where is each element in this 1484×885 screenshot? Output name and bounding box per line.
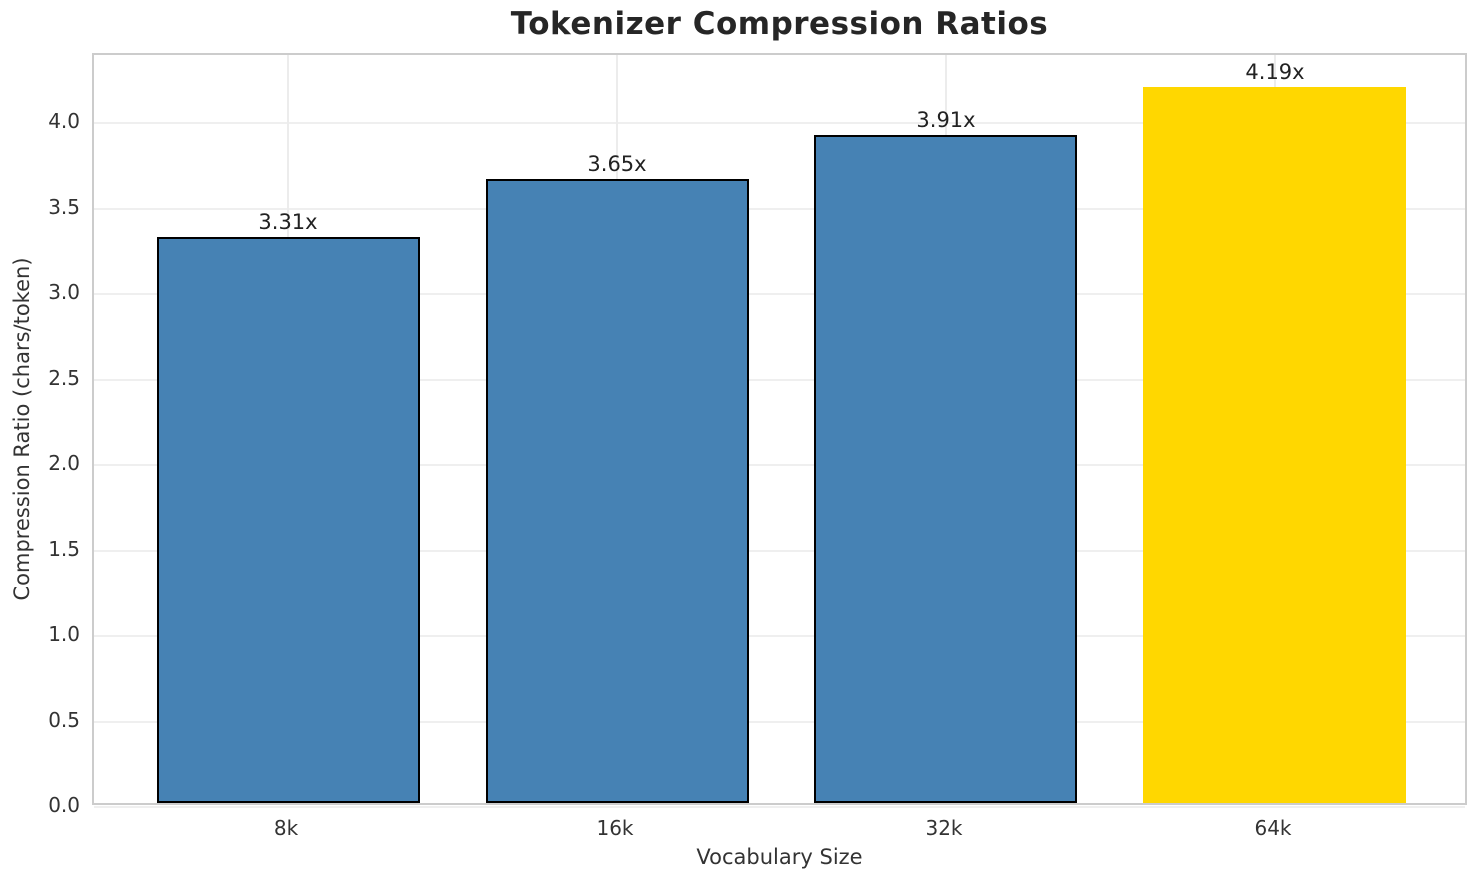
gridline-horizontal: [94, 806, 1465, 808]
bar-value-label: 3.65x: [587, 152, 647, 176]
gridline-horizontal: [94, 549, 1465, 552]
y-tick-label: 0.5: [48, 708, 80, 732]
y-tick-label: 2.5: [48, 366, 80, 390]
x-axis-label: Vocabulary Size: [696, 845, 863, 869]
bar-value-label: 4.19x: [1245, 60, 1305, 84]
bar-value-label: 3.31x: [258, 210, 318, 234]
bar-value-label: 3.91x: [916, 108, 976, 132]
gridline-horizontal: [94, 720, 1465, 723]
y-tick-label: 1.0: [48, 622, 80, 646]
bar-64k: [1143, 87, 1406, 803]
chart-title: Tokenizer Compression Ratios: [510, 6, 1049, 42]
gridline-horizontal: [94, 464, 1465, 467]
y-tick-label: 3.5: [48, 195, 80, 219]
y-tick-label: 3.0: [48, 280, 80, 304]
bar-16k: [486, 179, 749, 803]
gridline-horizontal: [94, 122, 1465, 125]
y-tick-label: 0.0: [48, 793, 80, 817]
gridline-horizontal: [94, 207, 1465, 210]
x-tick-label-16k: 16k: [596, 816, 634, 840]
gridline-horizontal: [94, 635, 1465, 638]
bar-8k: [157, 237, 420, 803]
gridline-horizontal: [94, 378, 1465, 381]
x-tick-label-64k: 64k: [1254, 816, 1292, 840]
y-tick-label: 4.0: [48, 109, 80, 133]
bar-32k: [814, 135, 1077, 803]
y-tick-label: 1.5: [48, 537, 80, 561]
x-tick-label-8k: 8k: [273, 816, 299, 840]
x-tick-label-32k: 32k: [925, 816, 963, 840]
plot-area: 3.31x 3.65x 3.91x 4.19x: [92, 53, 1467, 808]
y-tick-label: 2.0: [48, 451, 80, 475]
gridline-horizontal: [94, 293, 1465, 296]
